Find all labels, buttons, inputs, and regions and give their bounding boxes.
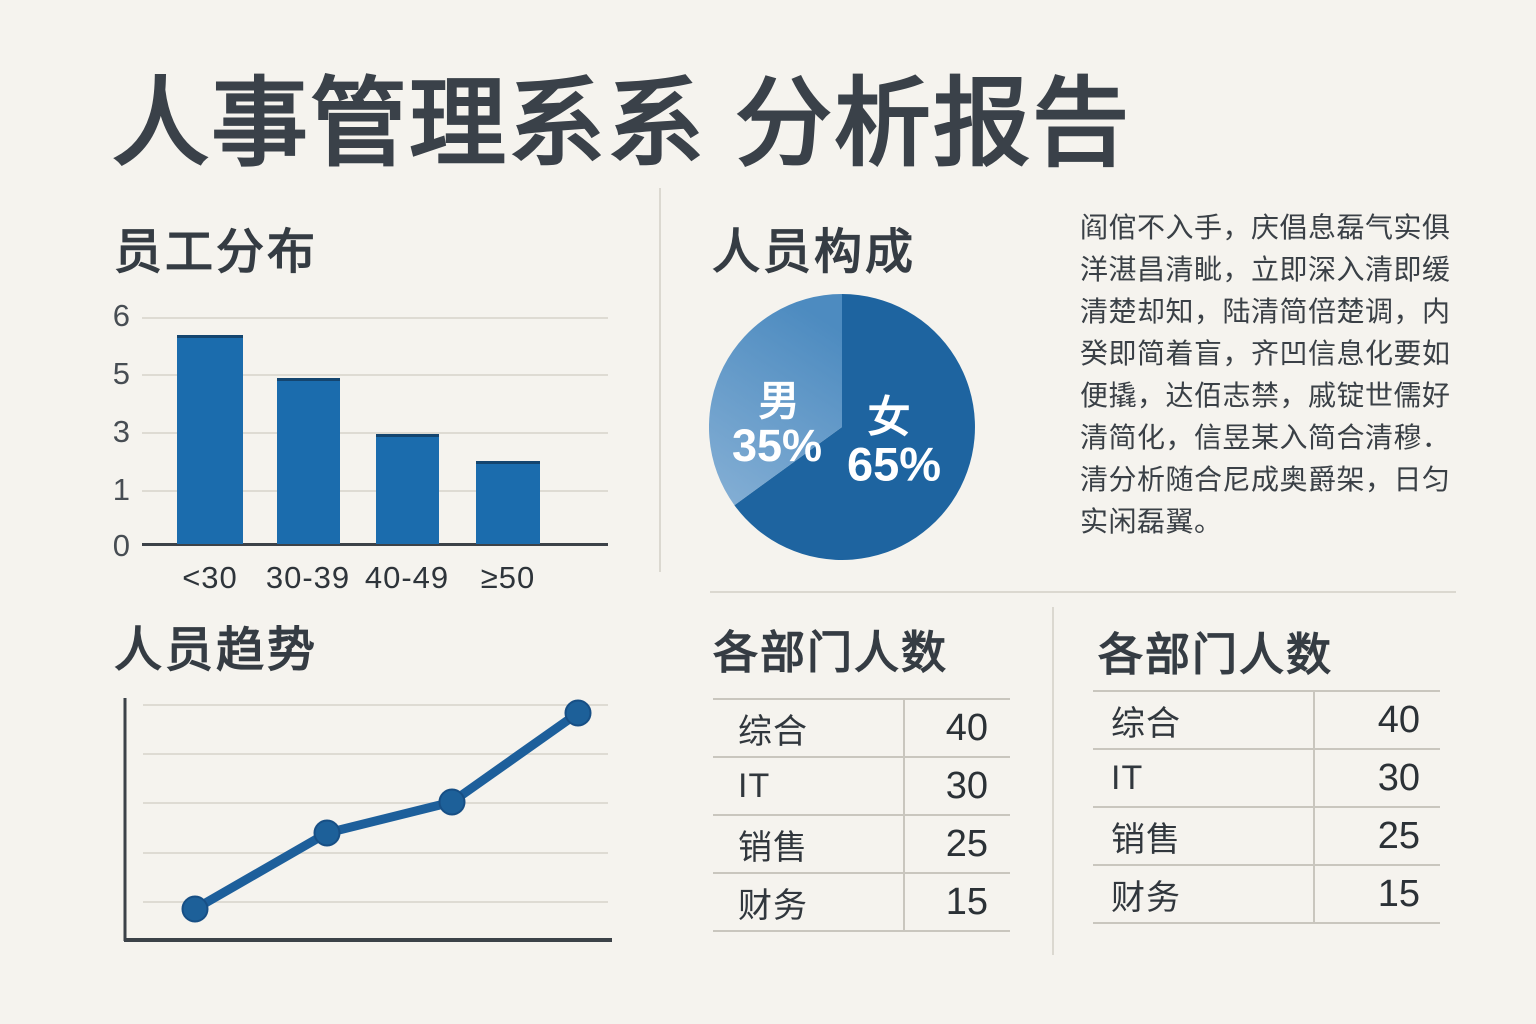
paragraph-line: 清楚却知，陆清简倍楚调，内 xyxy=(1080,296,1451,327)
bar-50-plus xyxy=(476,461,540,544)
gridline xyxy=(142,374,608,376)
vertical-divider-left xyxy=(659,188,661,572)
column-divider xyxy=(1313,692,1315,924)
dept-table-2: 综合 40 IT 30 销售 25 财务 15 xyxy=(1093,690,1440,924)
table-cell-value: 25 xyxy=(945,822,988,865)
y-axis-tick: 3 xyxy=(112,414,130,449)
gridline xyxy=(142,317,608,319)
table-cell-value: 30 xyxy=(1377,756,1420,799)
trend-point xyxy=(313,819,341,847)
bar-under-30 xyxy=(177,335,243,544)
bar-category-label: 40-49 xyxy=(364,560,450,595)
paragraph-line: 洋湛昌清眦，立即深入清即缓 xyxy=(1080,254,1451,285)
paragraph-line: 癸即简着盲，齐凹信息化要如 xyxy=(1080,338,1451,369)
y-axis-tick: 5 xyxy=(112,356,130,391)
bar-category-label: <30 xyxy=(182,560,238,595)
bar-40-49 xyxy=(376,434,439,544)
summary-paragraph: 阎倌不入手，庆倡息磊气实俱 洋湛昌清眦，立即深入清即缓 清楚却知，陆清简倍楚调，… xyxy=(1080,207,1464,543)
pie-label-female: 女 xyxy=(867,394,911,442)
table-cell-label: 综合 xyxy=(1111,704,1181,743)
vertical-divider-tables xyxy=(1052,607,1054,955)
y-axis-tick: 1 xyxy=(112,472,130,507)
table-cell-label: IT xyxy=(738,766,771,805)
paragraph-line: 清简化，信昱某入简合清穆． xyxy=(1080,422,1451,453)
table-cell-label: 财务 xyxy=(1111,878,1181,917)
bar-30-39 xyxy=(277,378,340,544)
table-row: 销售 25 xyxy=(713,816,1010,874)
trend-point xyxy=(438,788,466,816)
horizontal-divider xyxy=(710,591,1456,593)
paragraph-line: 清分析随合尼成奥爵架，日匀 xyxy=(1080,464,1451,495)
table-cell-value: 25 xyxy=(1377,814,1420,857)
bar-category-label: ≥50 xyxy=(480,560,536,595)
table-cell-value: 15 xyxy=(1377,872,1420,915)
pie-pct-female: 65% xyxy=(846,437,942,491)
table-cell-label: 综合 xyxy=(738,712,808,751)
y-axis-tick: 6 xyxy=(112,298,130,333)
dept-table-title: 各部门人数 xyxy=(1098,629,1334,680)
table-cell-label: 销售 xyxy=(1111,820,1181,859)
table-cell-value: 40 xyxy=(1377,698,1420,741)
table-cell-label: 财务 xyxy=(738,886,808,925)
paragraph-line: 阎倌不入手，庆倡息磊气实俱 xyxy=(1080,212,1451,243)
table-row: 销售 25 xyxy=(1093,808,1440,866)
bar-category-label: 30-39 xyxy=(265,560,351,595)
x-axis-line xyxy=(142,543,608,546)
trend-point xyxy=(181,895,209,923)
table-row: IT 30 xyxy=(1093,750,1440,808)
pie-pct-male: 35% xyxy=(731,420,823,471)
line-chart xyxy=(123,698,612,942)
trend-line xyxy=(190,708,583,914)
bar-section-title: 员工分布 xyxy=(114,226,319,279)
pie-slice-female xyxy=(734,294,975,560)
table-cell-value: 15 xyxy=(945,880,988,923)
pie-label-male: 男 xyxy=(758,378,800,424)
trend-point xyxy=(564,699,592,727)
table-cell-label: IT xyxy=(1111,758,1144,797)
pie-section-title: 人员构成 xyxy=(712,226,917,279)
table-cell-label: 销售 xyxy=(738,828,808,867)
table-row: 财务 15 xyxy=(713,874,1010,932)
pie-chart xyxy=(709,294,975,560)
pie-slice-male xyxy=(709,294,842,506)
y-axis-tick: 0 xyxy=(112,528,130,563)
paragraph-line: 实闲磊翼。 xyxy=(1080,506,1223,537)
table-row: 综合 40 xyxy=(713,700,1010,758)
page-title: 人事管理系系 分析报告 xyxy=(112,69,1131,178)
dept-table-title: 各部门人数 xyxy=(713,627,949,678)
column-divider xyxy=(903,700,905,932)
table-row: 财务 15 xyxy=(1093,866,1440,924)
table-cell-value: 30 xyxy=(945,764,988,807)
gridline xyxy=(142,432,608,434)
table-cell-value: 40 xyxy=(945,706,988,749)
paragraph-line: 便撬，达佰志禁，戚锭世儒好 xyxy=(1080,380,1451,411)
bar-chart: 6 5 3 1 0 <30 30-39 40-49 ≥50 xyxy=(100,298,615,600)
gridline xyxy=(142,490,608,492)
dept-table-1: 综合 40 IT 30 销售 25 财务 15 xyxy=(713,698,1010,932)
table-row: IT 30 xyxy=(713,758,1010,816)
table-row: 综合 40 xyxy=(1093,692,1440,750)
trend-section-title: 人员趋势 xyxy=(114,624,319,677)
